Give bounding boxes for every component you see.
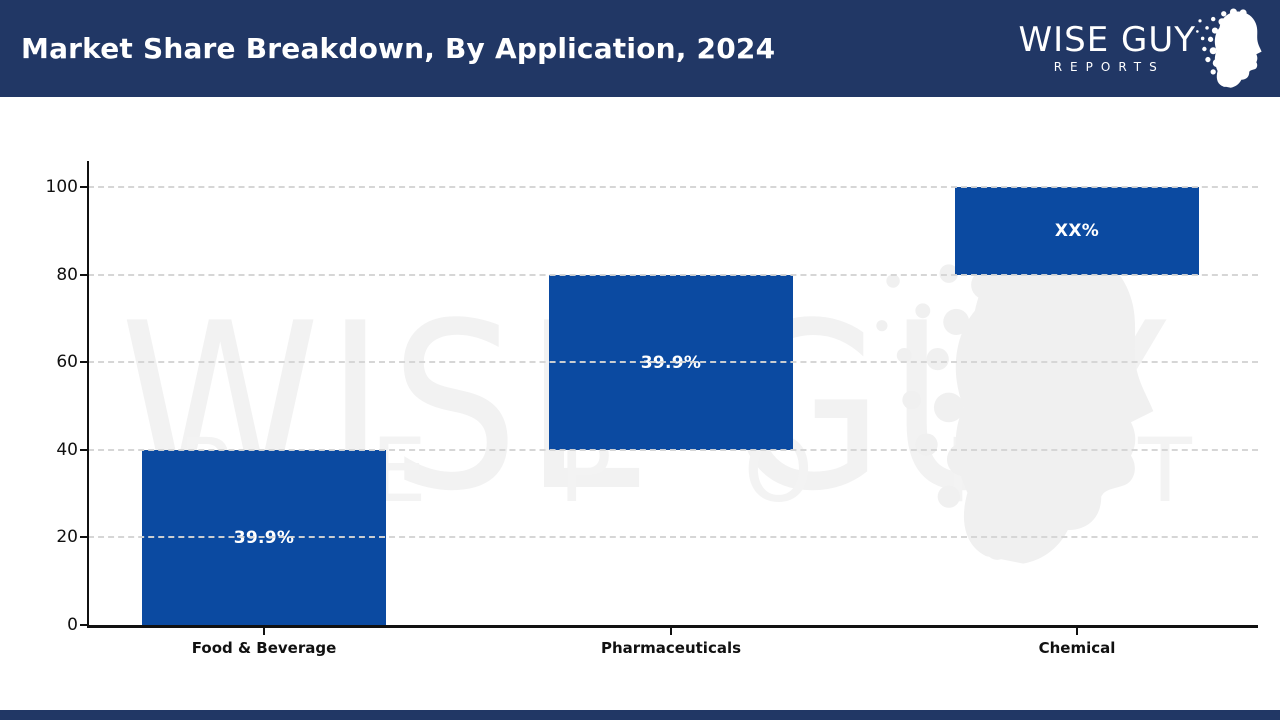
- logo-wiseguy-text: WISE GUY: [1018, 19, 1196, 60]
- logo-text: WISE GUY REPORTS: [1018, 19, 1196, 75]
- gridline-100: [88, 186, 1258, 188]
- gridline-20: [88, 536, 1258, 539]
- logo-reports-text: REPORTS: [1053, 60, 1165, 75]
- y-tick-label-80: 80: [56, 264, 78, 285]
- y-tick-mark-100: [80, 186, 87, 188]
- x-axis-line: [87, 625, 1258, 628]
- y-tick-label-0: 0: [67, 615, 78, 635]
- wiseguy-logo: WISE GUY REPORTS: [1018, 7, 1266, 91]
- x-category-label-2: Pharmaceuticals: [600, 639, 742, 657]
- y-tick-mark-40: [80, 448, 87, 451]
- y-tick-label-100: 100: [45, 177, 78, 197]
- y-tick-label-20: 20: [56, 527, 78, 548]
- y-tick-mark-60: [80, 361, 87, 364]
- watermark-head-icon: [876, 229, 1154, 564]
- header-bar: Market Share Breakdown, By Application, …: [0, 0, 1280, 97]
- wiseguy-head-icon: [1196, 8, 1262, 88]
- x-category-label-3: Chemical: [1038, 639, 1116, 657]
- y-tick-mark-80: [80, 273, 87, 276]
- gridline-60: [88, 361, 1258, 364]
- bar-chemical: XX%: [955, 187, 1199, 276]
- y-tick-label-60: 60: [56, 352, 78, 373]
- footer-bar: [0, 710, 1280, 720]
- page-title: Market Share Breakdown, By Application, …: [21, 32, 776, 65]
- x-tick-mark-2: [670, 628, 672, 635]
- gridline-80: [88, 273, 1258, 276]
- gridline-40: [88, 448, 1258, 451]
- bar-value-label: XX%: [1054, 221, 1100, 242]
- y-tick-mark-0: [80, 624, 87, 626]
- y-axis-line: [87, 161, 89, 627]
- y-tick-mark-20: [80, 536, 87, 539]
- x-tick-mark-1: [263, 628, 265, 635]
- x-category-label-1: Food & Beverage: [191, 639, 337, 657]
- y-tick-label-40: 40: [56, 439, 78, 460]
- chart-area: WISE GUY R E P O R T S 02040608010039.9%…: [0, 97, 1280, 710]
- x-tick-mark-3: [1076, 628, 1078, 635]
